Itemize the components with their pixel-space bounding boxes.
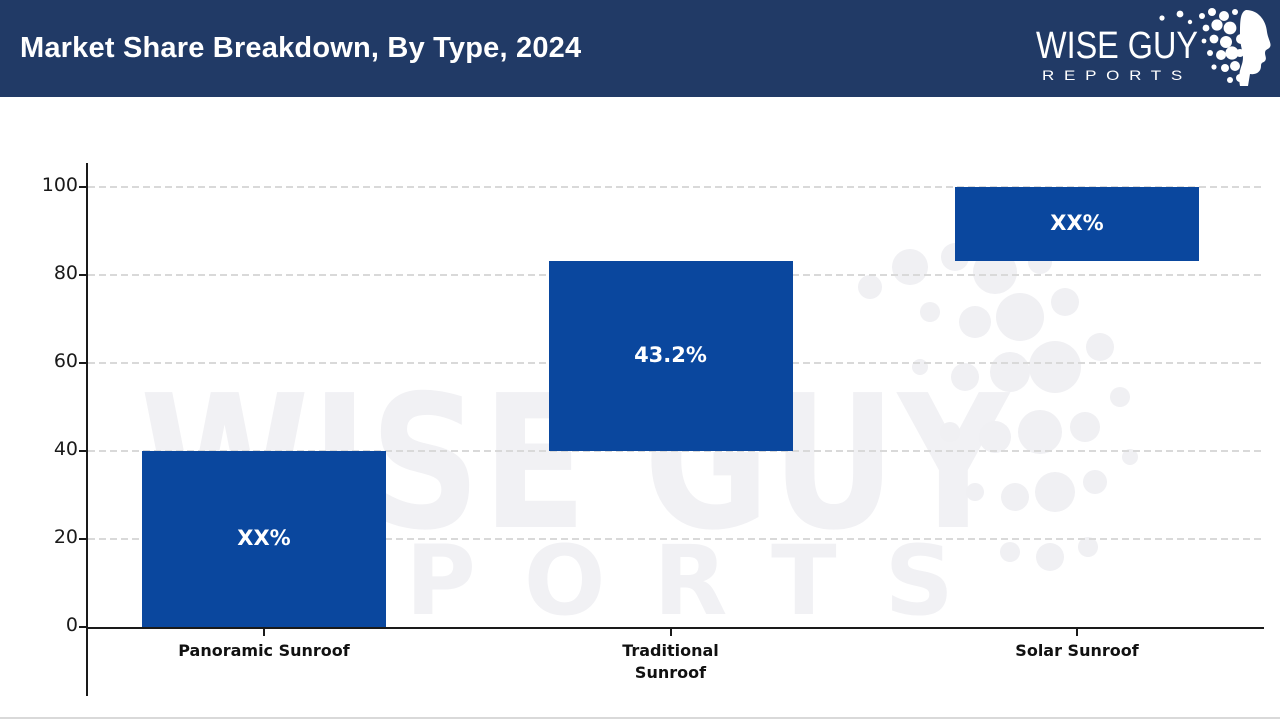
bar: XX% bbox=[955, 187, 1199, 261]
y-tick-mark bbox=[79, 186, 87, 188]
logo-text-line1: WISE GUY bbox=[1036, 25, 1198, 67]
y-tick-mark bbox=[79, 626, 87, 628]
y-tick-mark bbox=[79, 450, 87, 452]
x-tick-mark bbox=[669, 629, 672, 636]
y-tick-label: 60 bbox=[53, 350, 78, 372]
y-tick-label: 40 bbox=[53, 438, 78, 460]
y-tick-label: 100 bbox=[41, 174, 78, 196]
logo-face-icon bbox=[1239, 10, 1271, 86]
watermark-face-dots-icon bbox=[858, 243, 1138, 571]
y-tick-label: 80 bbox=[53, 262, 78, 284]
bar-value-label: XX% bbox=[237, 525, 291, 550]
bottom-divider bbox=[0, 717, 1280, 719]
gridline bbox=[88, 450, 1262, 452]
header-bar: Market Share Breakdown, By Type, 2024 WI… bbox=[0, 0, 1280, 97]
y-axis bbox=[86, 163, 88, 696]
y-tick-label: 20 bbox=[53, 526, 78, 548]
wiseguy-logo: WISE GUY REPORTS bbox=[1036, 8, 1271, 86]
chart-area: WISE GUY REPORTS 0 20 40 60 80 100 XX% Panorami… bbox=[0, 97, 1280, 720]
bar: XX% bbox=[142, 451, 386, 627]
x-tick-mark bbox=[263, 629, 265, 636]
gridline bbox=[88, 186, 1262, 188]
y-tick-mark bbox=[79, 274, 87, 276]
x-tick-label: Traditional Sunroof bbox=[622, 641, 719, 682]
x-tick-mark bbox=[1076, 629, 1078, 636]
logo-face-dots-icon bbox=[1199, 8, 1246, 83]
y-tick-label: 0 bbox=[65, 614, 78, 636]
bar-value-label: 43.2% bbox=[634, 342, 707, 367]
logo-text-line2: REPORTS bbox=[1042, 67, 1192, 83]
y-tick-mark bbox=[79, 538, 87, 540]
page-title: Market Share Breakdown, By Type, 2024 bbox=[20, 32, 582, 64]
x-tick-label: Panoramic Sunroof bbox=[178, 641, 350, 660]
x-tick-label: Solar Sunroof bbox=[1015, 641, 1139, 660]
bar: 43.2% bbox=[548, 260, 793, 451]
x-axis bbox=[86, 627, 1264, 629]
y-tick-mark bbox=[79, 362, 87, 364]
bar-value-label: XX% bbox=[1050, 210, 1104, 235]
gridline bbox=[88, 538, 1262, 540]
